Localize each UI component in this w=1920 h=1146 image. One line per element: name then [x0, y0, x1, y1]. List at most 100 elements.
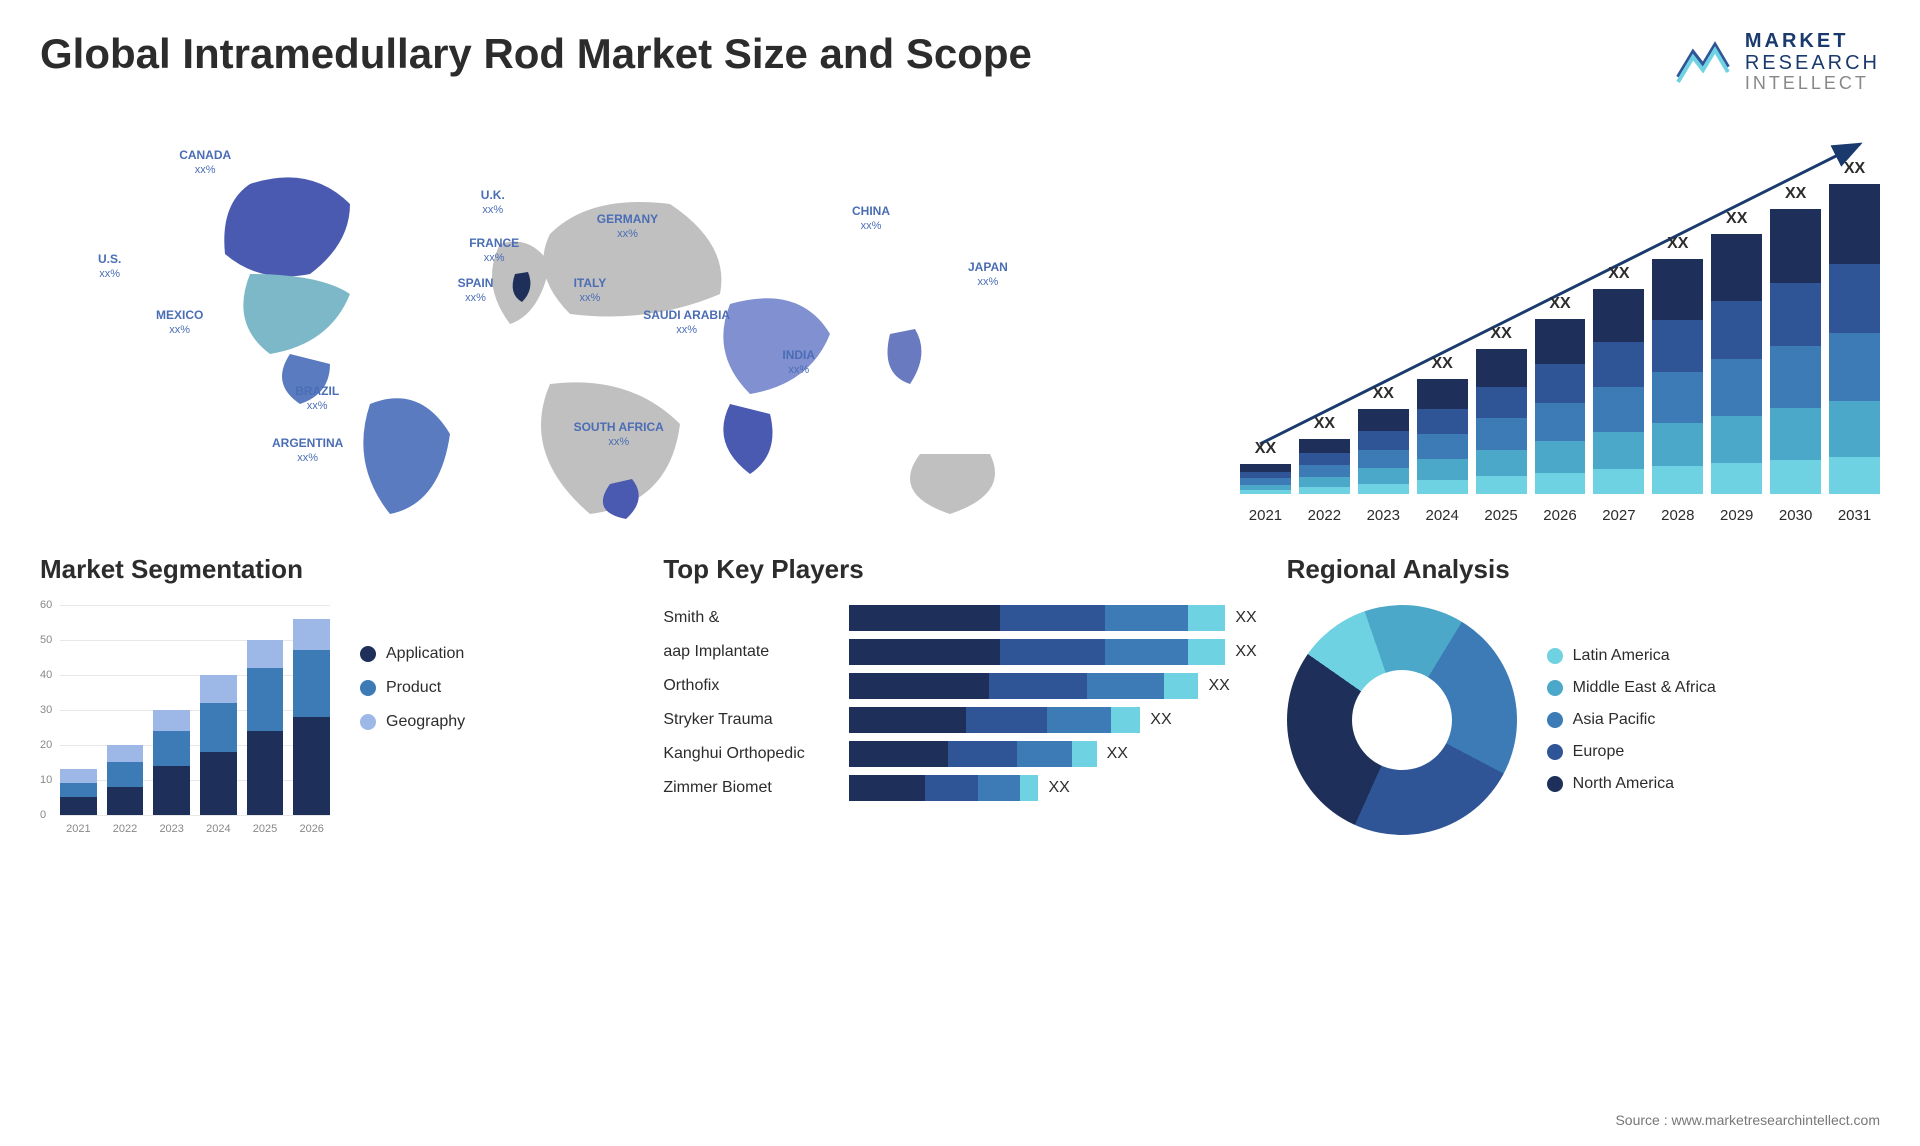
player-name: Orthofix	[663, 677, 833, 695]
seg-bar	[200, 675, 237, 815]
forecast-year-label: 2031	[1829, 507, 1880, 524]
seg-ytick: 50	[40, 634, 52, 646]
logo-line3: INTELLECT	[1745, 74, 1880, 94]
country-label: JAPANxx%	[968, 260, 1008, 290]
forecast-bar-label: XX	[1490, 325, 1511, 343]
player-value: XX	[1150, 711, 1171, 729]
forecast-year-label: 2026	[1535, 507, 1586, 524]
segmentation-title: Market Segmentation	[40, 554, 633, 585]
forecast-bar-label: XX	[1667, 235, 1688, 253]
player-row: Smith &XX	[663, 605, 1256, 631]
world-map-panel: CANADAxx%U.S.xx%MEXICOxx%BRAZILxx%ARGENT…	[40, 124, 1200, 524]
player-value: XX	[1235, 609, 1256, 627]
player-value: XX	[1208, 677, 1229, 695]
country-label: ARGENTINAxx%	[272, 436, 343, 466]
seg-ytick: 20	[40, 739, 52, 751]
country-label: GERMANYxx%	[597, 212, 658, 242]
legend-item: Middle East & Africa	[1547, 679, 1716, 697]
forecast-bar: XX	[1711, 210, 1762, 494]
seg-year-label: 2022	[107, 823, 144, 835]
forecast-chart: XXXXXXXXXXXXXXXXXXXXXX 20212022202320242…	[1240, 124, 1880, 524]
forecast-bar-label: XX	[1726, 210, 1747, 228]
legend-item: Application	[360, 645, 465, 663]
seg-bar	[153, 710, 190, 815]
forecast-bar-label: XX	[1785, 185, 1806, 203]
forecast-year-label: 2027	[1593, 507, 1644, 524]
player-row: Orthofix XX	[663, 673, 1256, 699]
forecast-year-label: 2024	[1417, 507, 1468, 524]
seg-bar	[247, 640, 284, 815]
world-map	[40, 124, 1200, 524]
forecast-year-label: 2025	[1476, 507, 1527, 524]
player-row: Kanghui OrthopedicXX	[663, 741, 1256, 767]
forecast-year-label: 2022	[1299, 507, 1350, 524]
forecast-bar-label: XX	[1844, 160, 1865, 178]
forecast-year-label: 2021	[1240, 507, 1291, 524]
country-label: SAUDI ARABIAxx%	[643, 308, 730, 338]
regional-panel: Regional Analysis Latin AmericaMiddle Ea…	[1287, 554, 1880, 835]
player-row: aap Implantate XX	[663, 639, 1256, 665]
segmentation-panel: Market Segmentation 0 10 20 30 40 50 60 2021 202…	[40, 554, 633, 835]
player-value: XX	[1235, 643, 1256, 661]
country-label: SOUTH AFRICAxx%	[574, 420, 664, 450]
seg-bar	[293, 619, 330, 815]
forecast-year-label: 2029	[1711, 507, 1762, 524]
forecast-bar: XX	[1593, 265, 1644, 494]
segmentation-legend: Application Product Geography	[360, 605, 465, 835]
seg-year-label: 2025	[247, 823, 284, 835]
regional-donut	[1287, 605, 1517, 835]
player-name: Kanghui Orthopedic	[663, 745, 833, 763]
seg-ytick: 30	[40, 704, 52, 716]
player-value: XX	[1048, 779, 1069, 797]
page-title: Global Intramedullary Rod Market Size an…	[40, 30, 1032, 78]
seg-bar	[107, 745, 144, 815]
seg-year-label: 2021	[60, 823, 97, 835]
player-name: aap Implantate	[663, 643, 833, 661]
forecast-year-label: 2023	[1358, 507, 1409, 524]
legend-item: North America	[1547, 775, 1716, 793]
country-label: CANADAxx%	[179, 148, 231, 178]
forecast-bar-label: XX	[1255, 440, 1276, 458]
forecast-bar: XX	[1829, 160, 1880, 494]
legend-item: Product	[360, 679, 465, 697]
logo-icon	[1673, 37, 1733, 87]
player-name: Zimmer Biomet	[663, 779, 833, 797]
players-title: Top Key Players	[663, 554, 1256, 585]
forecast-bar: XX	[1358, 385, 1409, 494]
forecast-bar: XX	[1652, 235, 1703, 494]
seg-year-label: 2024	[200, 823, 237, 835]
players-chart: Smith &XXaap ImplantateXXOrthofixXXStryk…	[663, 605, 1256, 801]
players-panel: Top Key Players Smith &XX aap Implantate X…	[663, 554, 1256, 835]
country-label: INDIAxx%	[782, 348, 815, 378]
brand-logo: MARKET RESEARCH INTELLECT	[1673, 30, 1880, 94]
country-label: FRANCExx%	[469, 236, 519, 266]
regional-legend: Latin AmericaMiddle East & AfricaAsia Pa…	[1547, 647, 1716, 793]
forecast-bar-label: XX	[1608, 265, 1629, 283]
forecast-year-label: 2030	[1770, 507, 1821, 524]
forecast-year-label: 2028	[1652, 507, 1703, 524]
legend-item: Europe	[1547, 743, 1716, 761]
logo-line2: RESEARCH	[1745, 52, 1880, 74]
logo-line1: MARKET	[1745, 30, 1880, 52]
forecast-bar: XX	[1417, 355, 1468, 494]
player-row: Stryker Trauma XX	[663, 707, 1256, 733]
seg-ytick: 0	[40, 809, 46, 821]
forecast-bar-label: XX	[1373, 385, 1394, 403]
forecast-bar-label: XX	[1314, 415, 1335, 433]
country-label: U.K.xx%	[481, 188, 505, 218]
player-name: Stryker Trauma	[663, 711, 833, 729]
seg-ytick: 40	[40, 669, 52, 681]
country-label: SPAINxx%	[458, 276, 494, 306]
seg-year-label: 2023	[153, 823, 190, 835]
legend-item: Geography	[360, 713, 465, 731]
country-label: U.S.xx%	[98, 252, 121, 282]
forecast-bar: XX	[1770, 185, 1821, 494]
forecast-bar: XX	[1476, 325, 1527, 494]
seg-ytick: 10	[40, 774, 52, 786]
seg-ytick: 60	[40, 599, 52, 611]
seg-bar	[60, 769, 97, 815]
country-label: ITALYxx%	[574, 276, 607, 306]
forecast-bar: XX	[1299, 415, 1350, 494]
segmentation-chart: 0102030405060202120222023202420252026	[40, 605, 330, 835]
country-label: MEXICOxx%	[156, 308, 203, 338]
